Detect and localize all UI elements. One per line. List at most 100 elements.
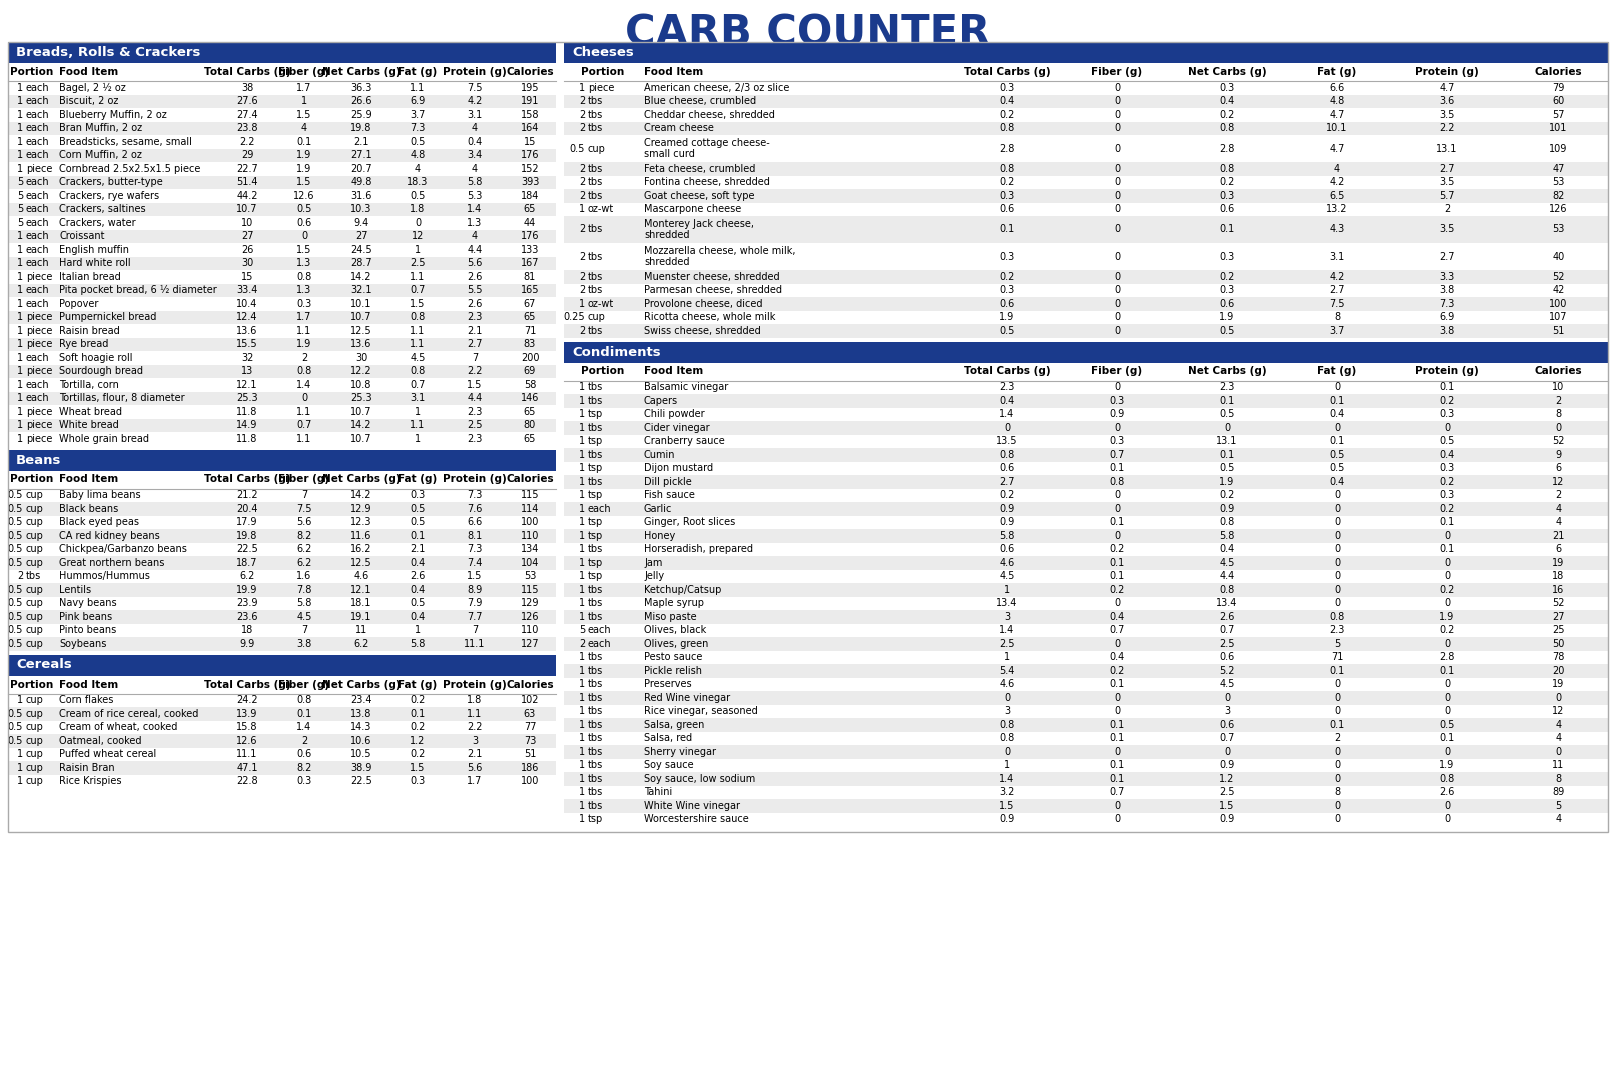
Bar (8, 270, 556, 283)
Text: 1.5: 1.5 (999, 800, 1015, 811)
Text: 3.8: 3.8 (1440, 285, 1454, 295)
Text: 65: 65 (524, 407, 537, 417)
Text: Fiber (g): Fiber (g) (1091, 67, 1143, 77)
Bar (8, 542, 556, 556)
Bar (564, 135, 1608, 162)
Text: 7.8: 7.8 (296, 584, 312, 595)
Bar (8, 297, 556, 311)
Text: tbs: tbs (588, 285, 603, 295)
Text: 1.9: 1.9 (296, 339, 312, 349)
Text: Crackers, water: Crackers, water (60, 218, 136, 228)
Text: 0.4: 0.4 (467, 137, 483, 147)
Bar (8, 42, 1608, 832)
Text: Raisin bread: Raisin bread (60, 326, 120, 336)
Text: 0.9: 0.9 (999, 517, 1015, 527)
Text: Net Carbs (g): Net Carbs (g) (1188, 67, 1267, 77)
Text: White Wine vinegar: White Wine vinegar (645, 800, 740, 811)
Text: each: each (26, 393, 50, 403)
Text: 1: 1 (579, 598, 585, 608)
Bar (8, 42, 556, 63)
Text: 44: 44 (524, 218, 537, 228)
Text: 13.9: 13.9 (236, 708, 257, 719)
Text: 1.4: 1.4 (999, 773, 1015, 784)
Text: 0.1: 0.1 (1330, 665, 1345, 676)
Text: Calories: Calories (506, 474, 554, 485)
Text: 16.2: 16.2 (351, 544, 372, 554)
Text: 0: 0 (1333, 422, 1340, 433)
Text: tsp: tsp (588, 517, 603, 527)
Text: 0.1: 0.1 (1440, 665, 1454, 676)
Bar (8, 108, 556, 121)
Text: 0.5: 0.5 (1220, 326, 1235, 336)
Text: Calories: Calories (1535, 366, 1582, 377)
Text: oz-wt: oz-wt (588, 299, 614, 309)
Text: 1: 1 (16, 380, 23, 390)
Bar (8, 610, 556, 623)
Bar (564, 380, 1608, 394)
Text: 5: 5 (16, 177, 23, 187)
Text: Goat cheese, soft type: Goat cheese, soft type (645, 191, 755, 201)
Text: 1.5: 1.5 (1220, 800, 1235, 811)
Text: 0.5: 0.5 (1220, 409, 1235, 419)
Text: piece: piece (26, 407, 52, 417)
Text: 10.7: 10.7 (351, 434, 372, 444)
Text: 0.9: 0.9 (999, 814, 1015, 824)
Bar (8, 623, 556, 637)
Bar (564, 542, 1608, 556)
Text: 2.6: 2.6 (467, 299, 483, 309)
Bar (564, 596, 1608, 610)
Bar (8, 405, 556, 418)
Text: 0.1: 0.1 (1440, 382, 1454, 392)
Text: 2.2: 2.2 (239, 137, 255, 147)
Text: 21: 21 (1553, 530, 1564, 541)
Text: 12.2: 12.2 (351, 366, 372, 376)
Text: 24.2: 24.2 (236, 696, 259, 705)
Text: Fat (g): Fat (g) (399, 679, 438, 689)
Text: tbs: tbs (588, 225, 603, 234)
Text: Black beans: Black beans (60, 503, 118, 514)
Text: 4: 4 (1556, 517, 1561, 527)
Text: Corn flakes: Corn flakes (60, 696, 113, 705)
Text: 2.6: 2.6 (410, 571, 425, 581)
Text: Net Carbs (g): Net Carbs (g) (322, 474, 401, 485)
Text: 12.5: 12.5 (351, 557, 372, 568)
Text: 1.5: 1.5 (296, 245, 312, 255)
Text: 0.3: 0.3 (1220, 252, 1235, 261)
Text: tsp: tsp (588, 436, 603, 446)
Text: Cranberry sauce: Cranberry sauce (645, 436, 724, 446)
Text: Rice Krispies: Rice Krispies (60, 777, 121, 786)
Text: 2.5: 2.5 (467, 420, 483, 430)
Text: 23.9: 23.9 (236, 598, 257, 608)
Text: 19.1: 19.1 (351, 611, 372, 622)
Text: 1.9: 1.9 (1220, 476, 1235, 487)
Text: piece: piece (588, 83, 614, 93)
Text: 0.5: 0.5 (410, 191, 425, 201)
Bar (564, 203, 1608, 216)
Text: 18.3: 18.3 (407, 177, 428, 187)
Text: 3.5: 3.5 (1440, 225, 1454, 234)
Text: Fiber (g): Fiber (g) (278, 67, 330, 77)
Text: 1: 1 (579, 814, 585, 824)
Text: 0: 0 (1004, 692, 1010, 703)
Text: 5: 5 (1333, 638, 1340, 649)
Text: 7.5: 7.5 (1330, 299, 1345, 309)
Text: 3.1: 3.1 (410, 393, 425, 403)
Text: Cumin: Cumin (645, 449, 675, 460)
Text: 0.1: 0.1 (1440, 544, 1454, 554)
Text: 0.5: 0.5 (410, 503, 425, 514)
Text: 18: 18 (241, 625, 254, 635)
Text: 2.5: 2.5 (999, 638, 1015, 649)
Text: 0.7: 0.7 (1220, 625, 1235, 635)
Text: 6: 6 (1556, 463, 1561, 473)
Bar (8, 637, 556, 650)
Text: 0.5: 0.5 (410, 598, 425, 608)
Text: 19.9: 19.9 (236, 584, 257, 595)
Text: 0: 0 (1333, 800, 1340, 811)
Text: tbs: tbs (588, 252, 603, 261)
Text: 11.6: 11.6 (351, 530, 372, 541)
Text: 1: 1 (579, 436, 585, 446)
Bar (8, 378, 556, 391)
Text: Total Carbs (g): Total Carbs (g) (204, 67, 291, 77)
Text: Provolone cheese, diced: Provolone cheese, diced (645, 299, 763, 309)
Text: 0: 0 (301, 231, 307, 241)
